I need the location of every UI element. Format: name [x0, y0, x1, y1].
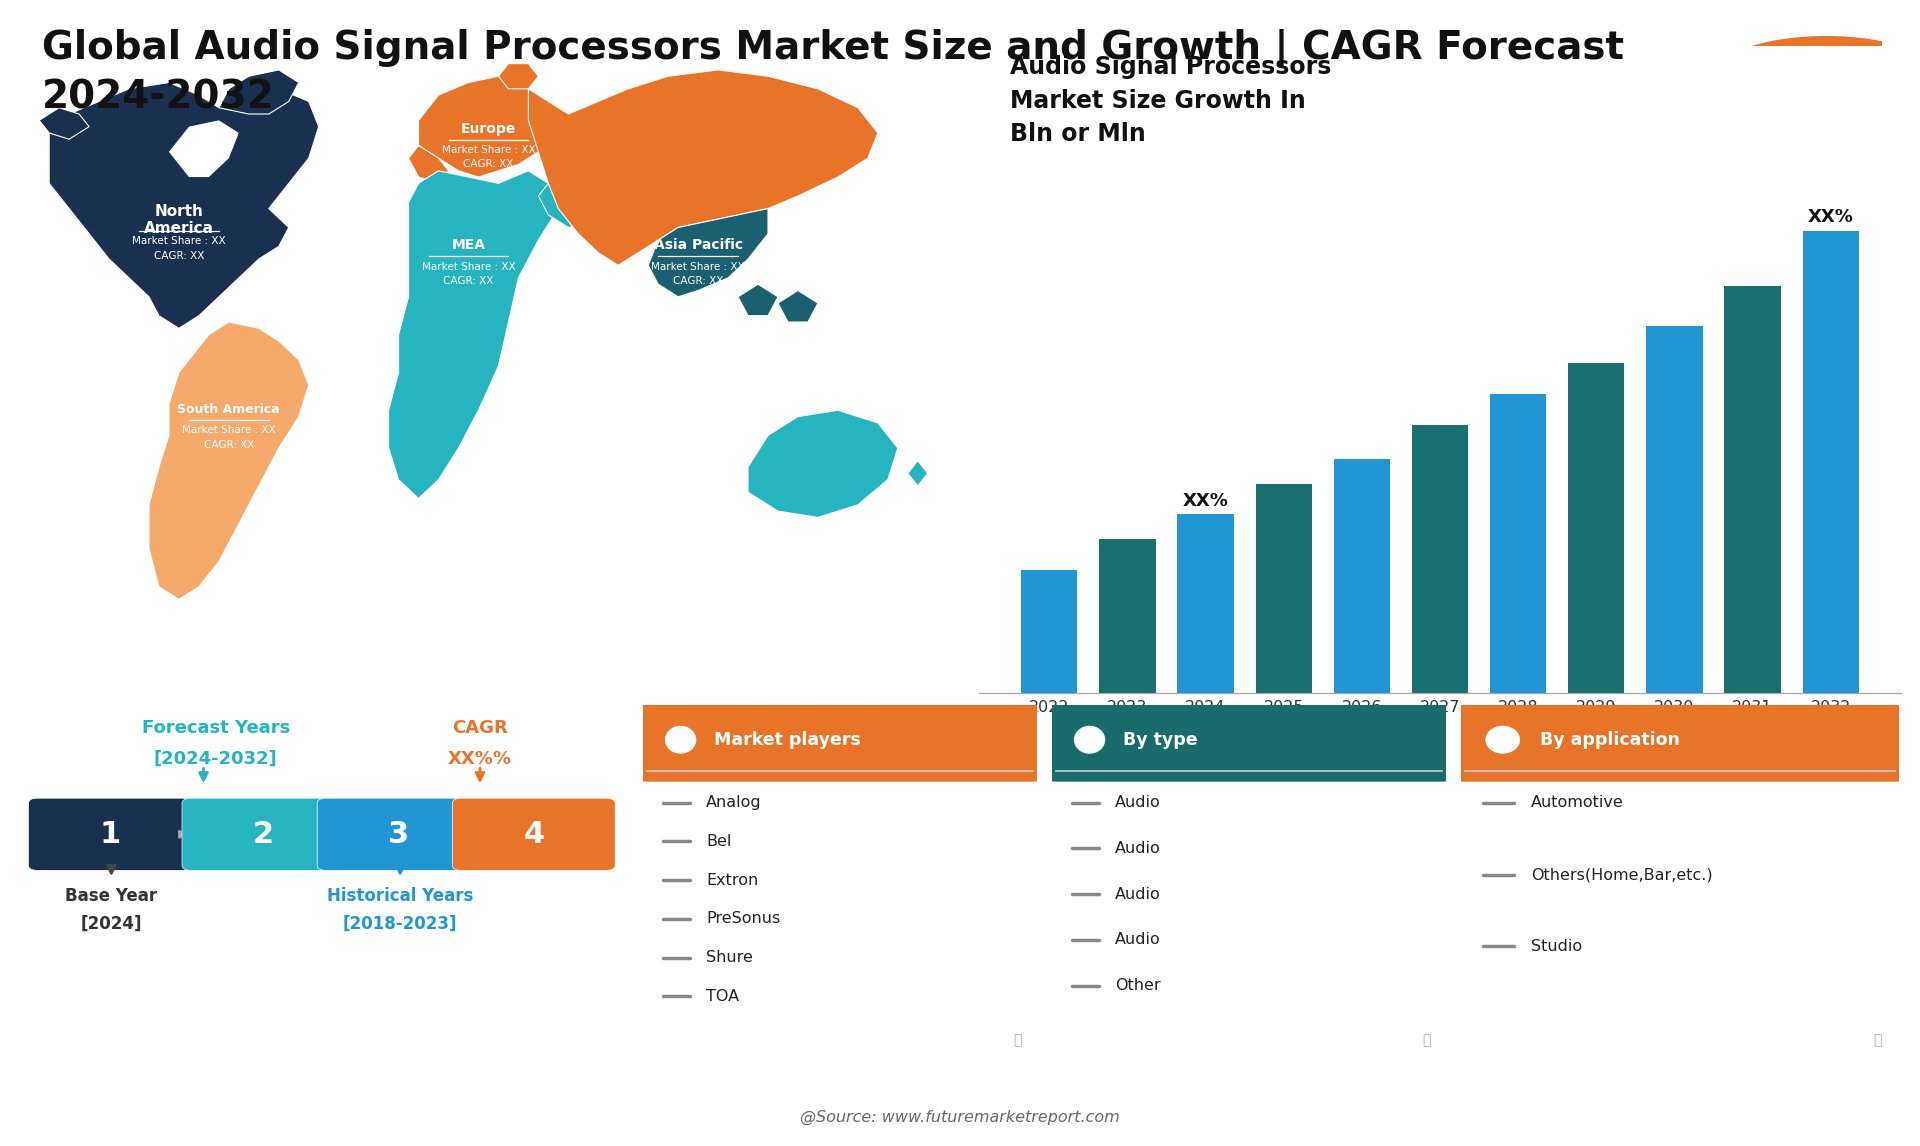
Text: Market Share : XX: Market Share : XX [132, 236, 227, 246]
Bar [1021, 570, 1077, 693]
Text: Extron: Extron [707, 872, 758, 888]
Text: FMR: FMR [1803, 64, 1851, 83]
Text: Market Share : XX: Market Share : XX [651, 261, 745, 272]
Circle shape [666, 727, 695, 753]
Text: By type: By type [1123, 731, 1198, 748]
Polygon shape [528, 70, 877, 265]
FancyBboxPatch shape [1448, 698, 1912, 782]
Text: Historical Years: Historical Years [326, 887, 474, 905]
Polygon shape [169, 120, 238, 176]
Bar [1100, 539, 1156, 693]
Text: XX%: XX% [1183, 492, 1229, 510]
Text: Other: Other [1116, 979, 1162, 994]
Bar [1177, 515, 1235, 693]
Text: 2: 2 [253, 819, 275, 849]
Text: FUTURE MARKET REPORT: FUTURE MARKET REPORT [1778, 89, 1874, 99]
Text: Studio: Studio [1530, 939, 1582, 953]
Bar [1569, 363, 1624, 693]
Text: North
America: North America [144, 204, 213, 236]
Text: ⎿: ⎿ [1014, 1034, 1021, 1047]
Polygon shape [219, 70, 300, 115]
Polygon shape [649, 209, 768, 297]
Text: CAGR: XX: CAGR: XX [463, 159, 515, 170]
Text: Bel: Bel [707, 834, 732, 849]
Text: Audio Signal Processors
Market Size Growth In
Bln or Mln: Audio Signal Processors Market Size Grow… [1010, 55, 1332, 146]
Polygon shape [737, 284, 778, 315]
Polygon shape [50, 83, 319, 328]
Bar [1334, 460, 1390, 693]
Text: Market players: Market players [714, 731, 860, 748]
FancyBboxPatch shape [317, 798, 480, 871]
Text: Asia Pacific: Asia Pacific [653, 238, 743, 252]
Text: Europe: Europe [461, 121, 516, 135]
Text: MEA: MEA [451, 238, 486, 252]
Polygon shape [150, 322, 309, 599]
Text: CAGR: CAGR [451, 719, 509, 737]
Text: Global Audio Signal Processors Market Size and Growth | CAGR Forecast
2024-2032: Global Audio Signal Processors Market Si… [42, 29, 1624, 116]
FancyBboxPatch shape [1452, 698, 1908, 1061]
Text: Analog: Analog [707, 795, 762, 810]
FancyBboxPatch shape [29, 798, 192, 871]
FancyBboxPatch shape [453, 798, 614, 871]
Polygon shape [778, 290, 818, 322]
Text: 4: 4 [522, 819, 545, 849]
Text: PreSonus: PreSonus [707, 911, 780, 926]
Polygon shape [499, 63, 538, 89]
Bar [1411, 425, 1469, 693]
FancyBboxPatch shape [632, 698, 1048, 782]
Text: ⎿: ⎿ [1423, 1034, 1430, 1047]
Polygon shape [749, 410, 899, 518]
Text: [2024-2032]: [2024-2032] [154, 749, 278, 768]
Text: Market Share : XX: Market Share : XX [422, 261, 515, 272]
Polygon shape [908, 461, 927, 486]
Text: [2018-2023]: [2018-2023] [344, 915, 457, 933]
Circle shape [1486, 727, 1519, 753]
Text: CAGR: XX: CAGR: XX [672, 276, 724, 286]
Text: ⎿: ⎿ [1872, 1034, 1882, 1047]
Bar [1490, 394, 1546, 693]
Text: Shure: Shure [707, 950, 753, 965]
FancyBboxPatch shape [1041, 698, 1457, 782]
Text: Audio: Audio [1116, 795, 1162, 810]
Text: Base Year: Base Year [65, 887, 157, 905]
Polygon shape [388, 171, 559, 499]
Text: CAGR: XX: CAGR: XX [444, 276, 493, 286]
Text: Automotive: Automotive [1530, 795, 1624, 810]
Polygon shape [38, 108, 88, 140]
Text: @Source: www.futuremarketreport.com: @Source: www.futuremarketreport.com [801, 1109, 1119, 1125]
Text: XX%%: XX%% [447, 749, 513, 768]
Text: CAGR: XX: CAGR: XX [154, 251, 204, 261]
Circle shape [1709, 37, 1920, 124]
Text: Forecast Years: Forecast Years [142, 719, 290, 737]
Text: 1: 1 [100, 819, 121, 849]
Text: Market Share : XX: Market Share : XX [442, 144, 536, 155]
Text: Others(Home,Bar,etc.): Others(Home,Bar,etc.) [1530, 868, 1713, 882]
Text: Market Share : XX: Market Share : XX [182, 425, 276, 435]
FancyBboxPatch shape [636, 698, 1044, 1061]
FancyBboxPatch shape [182, 798, 346, 871]
Bar [1724, 286, 1780, 693]
Text: TOA: TOA [707, 989, 739, 1004]
Text: Audio: Audio [1116, 887, 1162, 902]
Polygon shape [538, 171, 609, 227]
Text: Audio: Audio [1116, 933, 1162, 948]
Text: [2024]: [2024] [81, 915, 142, 933]
Polygon shape [419, 76, 568, 176]
Bar [1803, 230, 1859, 693]
Text: CAGR: XX: CAGR: XX [204, 440, 253, 450]
FancyBboxPatch shape [1044, 698, 1453, 1061]
Text: By application: By application [1540, 731, 1680, 748]
Bar [1645, 327, 1703, 693]
Bar [1256, 484, 1311, 693]
Text: South America: South America [177, 402, 280, 416]
Text: XX%: XX% [1809, 207, 1853, 226]
Text: 3: 3 [388, 819, 409, 849]
Text: ▲: ▲ [1816, 69, 1836, 92]
Circle shape [1075, 727, 1104, 753]
Polygon shape [409, 146, 449, 183]
Text: Audio: Audio [1116, 841, 1162, 856]
